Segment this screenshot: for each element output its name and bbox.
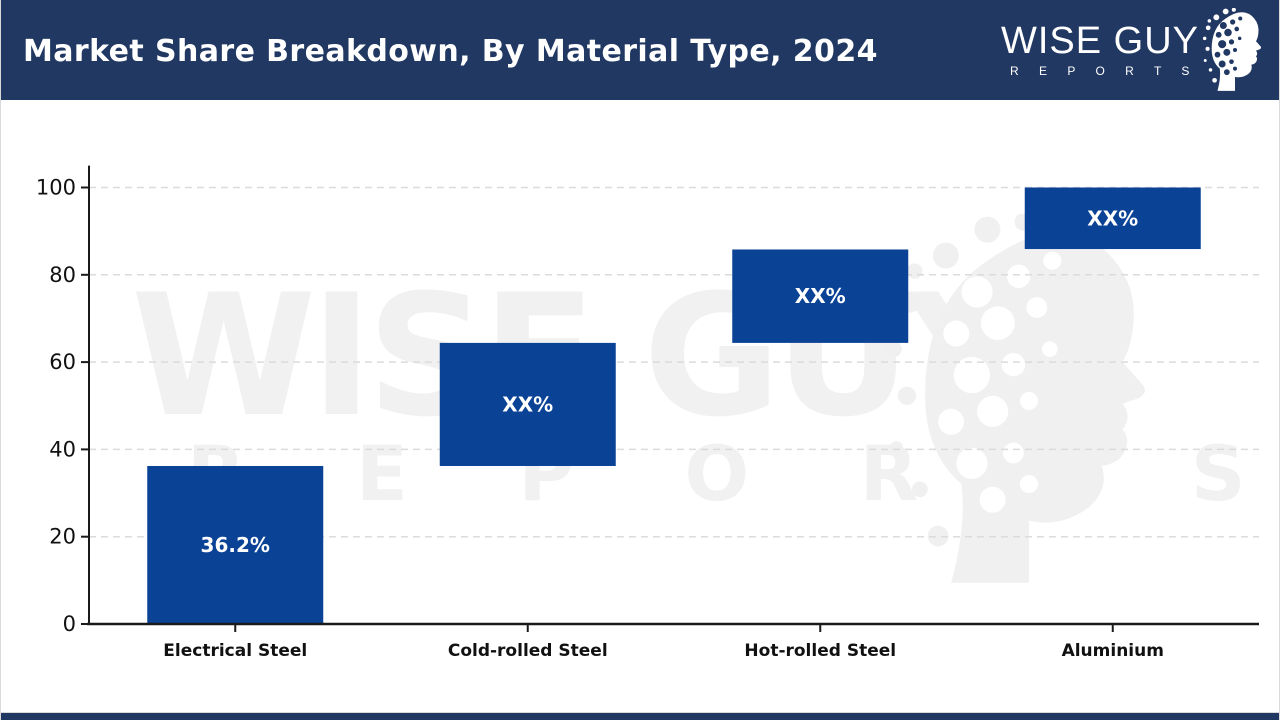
bar-electrical-steel (147, 465, 324, 624)
bar-value-label-cold-rolled-steel: XX% (502, 392, 553, 416)
footer-bar (1, 713, 1279, 720)
x-axis-category-label-cold-rolled-steel: Cold-rolled Steel (448, 641, 608, 661)
y-axis-tick-label-80: 80 (49, 263, 76, 287)
brand-logo: WISE GUY R E P O R T S (1001, 8, 1271, 92)
y-axis-tick-label-60: 60 (49, 350, 76, 374)
brand-name: WISE GUY (1000, 20, 1199, 62)
bar-hot-rolled-steel (732, 249, 909, 343)
x-axis-category-label-aluminium: Aluminium (1062, 641, 1164, 661)
bar-cold-rolled-steel (439, 342, 616, 466)
page-bottom-border (1, 712, 1279, 713)
y-axis-tick-label-20: 20 (49, 525, 76, 549)
app-header: Market Share Breakdown, By Material Type… (1, 0, 1279, 100)
bar-value-label-hot-rolled-steel: XX% (795, 284, 846, 308)
x-axis-category-label-electrical-steel: Electrical Steel (163, 641, 307, 661)
y-axis-tick-label-0: 0 (63, 612, 76, 636)
watermark-face-logo (886, 214, 1146, 583)
brand-subtitle: R E P O R T S (1010, 64, 1198, 78)
brand-face-icon (1202, 8, 1262, 91)
bar-value-label-electrical-steel: 36.2% (201, 533, 270, 557)
bar-value-label-aluminium: XX% (1087, 206, 1138, 230)
y-axis-tick-label-100: 100 (36, 176, 76, 200)
page-title: Market Share Breakdown, By Material Type… (23, 34, 878, 69)
y-axis-tick-label-40: 40 (49, 437, 76, 461)
x-axis-category-label-hot-rolled-steel: Hot-rolled Steel (744, 641, 896, 661)
brand-logo-text: WISE GUY R E P O R T S (1001, 22, 1199, 78)
bar-aluminium (1024, 187, 1201, 250)
chart-area: 36.2% XX% XX% XX% 0 20 40 60 80 100 Electrical Ste… (36, 165, 1259, 661)
